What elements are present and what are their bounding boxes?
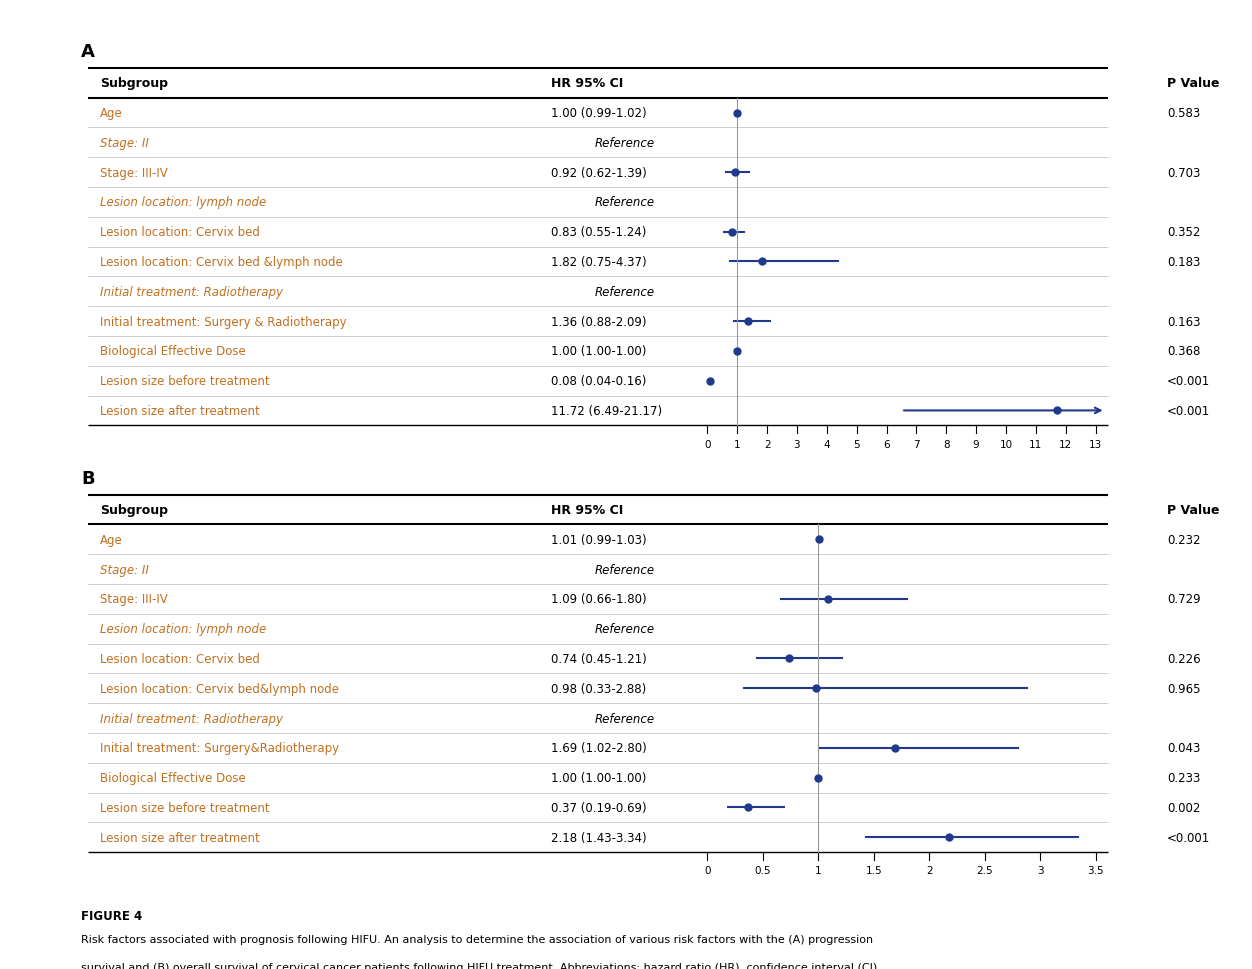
Text: 0.043: 0.043 xyxy=(1167,741,1201,755)
Text: 0: 0 xyxy=(704,865,711,875)
Text: 0.163: 0.163 xyxy=(1167,315,1201,328)
Text: Lesion location: Cervix bed&lymph node: Lesion location: Cervix bed&lymph node xyxy=(100,682,339,695)
Text: Initial treatment: Radiotherapy: Initial treatment: Radiotherapy xyxy=(100,712,283,725)
Text: Reference: Reference xyxy=(595,196,655,209)
Text: 0.965: 0.965 xyxy=(1167,682,1201,695)
Text: 12: 12 xyxy=(1059,439,1072,449)
Text: 0.226: 0.226 xyxy=(1167,652,1201,666)
Text: 3: 3 xyxy=(794,439,800,449)
Text: 1.69 (1.02-2.80): 1.69 (1.02-2.80) xyxy=(551,741,646,755)
Text: 0.352: 0.352 xyxy=(1167,226,1201,239)
Text: B: B xyxy=(81,470,95,487)
Text: Lesion location: Cervix bed: Lesion location: Cervix bed xyxy=(100,652,260,666)
Text: Stage: II: Stage: II xyxy=(100,563,149,576)
Text: 0.37 (0.19-0.69): 0.37 (0.19-0.69) xyxy=(551,801,646,814)
Text: 1.00 (1.00-1.00): 1.00 (1.00-1.00) xyxy=(551,771,646,784)
Text: 0.368: 0.368 xyxy=(1167,345,1201,358)
Text: 8: 8 xyxy=(943,439,949,449)
Text: Initial treatment: Surgery & Radiotherapy: Initial treatment: Surgery & Radiotherap… xyxy=(100,315,347,328)
Text: 0.74 (0.45-1.21): 0.74 (0.45-1.21) xyxy=(551,652,646,666)
Text: 0.703: 0.703 xyxy=(1167,167,1201,179)
Text: A: A xyxy=(81,44,95,61)
Text: 10: 10 xyxy=(999,439,1013,449)
Text: 1.00 (0.99-1.02): 1.00 (0.99-1.02) xyxy=(551,107,646,120)
Text: 1.5: 1.5 xyxy=(865,865,881,875)
Text: Lesion size before treatment: Lesion size before treatment xyxy=(100,801,269,814)
Text: Reference: Reference xyxy=(595,286,655,298)
Text: 0.232: 0.232 xyxy=(1167,533,1201,547)
Text: 1.01 (0.99-1.03): 1.01 (0.99-1.03) xyxy=(551,533,646,547)
Text: Lesion size after treatment: Lesion size after treatment xyxy=(100,830,260,844)
Text: Age: Age xyxy=(100,533,123,547)
Text: 3.5: 3.5 xyxy=(1087,865,1104,875)
Text: Stage: III-IV: Stage: III-IV xyxy=(100,593,168,606)
Text: 5: 5 xyxy=(854,439,860,449)
Text: 0.002: 0.002 xyxy=(1167,801,1201,814)
Text: <0.001: <0.001 xyxy=(1167,404,1211,418)
Text: 1.00 (1.00-1.00): 1.00 (1.00-1.00) xyxy=(551,345,646,358)
Text: <0.001: <0.001 xyxy=(1167,830,1211,844)
Text: 0: 0 xyxy=(704,439,711,449)
Text: Reference: Reference xyxy=(595,137,655,149)
Text: <0.001: <0.001 xyxy=(1167,375,1211,388)
Text: 1.36 (0.88-2.09): 1.36 (0.88-2.09) xyxy=(551,315,646,328)
Text: 4: 4 xyxy=(824,439,830,449)
Text: Subgroup: Subgroup xyxy=(100,504,168,516)
Text: 0.583: 0.583 xyxy=(1167,107,1201,120)
Text: 0.729: 0.729 xyxy=(1167,593,1201,606)
Text: 7: 7 xyxy=(913,439,920,449)
Text: Risk factors associated with prognosis following HIFU. An analysis to determine : Risk factors associated with prognosis f… xyxy=(81,934,874,944)
Text: HR 95% CI: HR 95% CI xyxy=(551,78,623,90)
Text: Biological Effective Dose: Biological Effective Dose xyxy=(100,345,245,358)
Text: 6: 6 xyxy=(883,439,890,449)
Text: Lesion location: lymph node: Lesion location: lymph node xyxy=(100,622,267,636)
Text: Lesion location: Cervix bed: Lesion location: Cervix bed xyxy=(100,226,260,239)
Text: 1: 1 xyxy=(815,865,821,875)
Text: 1.09 (0.66-1.80): 1.09 (0.66-1.80) xyxy=(551,593,646,606)
Text: Lesion size before treatment: Lesion size before treatment xyxy=(100,375,269,388)
Text: 2: 2 xyxy=(925,865,933,875)
Text: Reference: Reference xyxy=(595,563,655,576)
Text: P Value: P Value xyxy=(1167,78,1219,90)
Text: 2.18 (1.43-3.34): 2.18 (1.43-3.34) xyxy=(551,830,646,844)
Text: 9: 9 xyxy=(973,439,979,449)
Text: 0.5: 0.5 xyxy=(755,865,771,875)
Text: Biological Effective Dose: Biological Effective Dose xyxy=(100,771,245,784)
Text: 11.72 (6.49-21.17): 11.72 (6.49-21.17) xyxy=(551,404,662,418)
Text: 13: 13 xyxy=(1089,439,1102,449)
Text: 0.08 (0.04-0.16): 0.08 (0.04-0.16) xyxy=(551,375,646,388)
Text: 3: 3 xyxy=(1037,865,1043,875)
Text: Stage: III-IV: Stage: III-IV xyxy=(100,167,168,179)
Text: Reference: Reference xyxy=(595,622,655,636)
Text: 0.83 (0.55-1.24): 0.83 (0.55-1.24) xyxy=(551,226,646,239)
Text: Subgroup: Subgroup xyxy=(100,78,168,90)
Text: Lesion location: Cervix bed &lymph node: Lesion location: Cervix bed &lymph node xyxy=(100,256,343,268)
Text: 0.183: 0.183 xyxy=(1167,256,1201,268)
Text: 1.82 (0.75-4.37): 1.82 (0.75-4.37) xyxy=(551,256,646,268)
Text: Age: Age xyxy=(100,107,123,120)
Text: HR 95% CI: HR 95% CI xyxy=(551,504,623,516)
Text: 2: 2 xyxy=(764,439,770,449)
Text: Lesion size after treatment: Lesion size after treatment xyxy=(100,404,260,418)
Text: survival and (B) overall survival of cervical cancer patients following HIFU tre: survival and (B) overall survival of cer… xyxy=(81,961,881,969)
Text: 0.92 (0.62-1.39): 0.92 (0.62-1.39) xyxy=(551,167,646,179)
Text: Stage: II: Stage: II xyxy=(100,137,149,149)
Text: 2.5: 2.5 xyxy=(977,865,993,875)
Text: Reference: Reference xyxy=(595,712,655,725)
Text: P Value: P Value xyxy=(1167,504,1219,516)
Text: 11: 11 xyxy=(1029,439,1043,449)
Text: Initial treatment: Radiotherapy: Initial treatment: Radiotherapy xyxy=(100,286,283,298)
Text: 0.98 (0.33-2.88): 0.98 (0.33-2.88) xyxy=(551,682,646,695)
Text: Lesion location: lymph node: Lesion location: lymph node xyxy=(100,196,267,209)
Text: 1: 1 xyxy=(734,439,740,449)
Text: Initial treatment: Surgery&Radiotherapy: Initial treatment: Surgery&Radiotherapy xyxy=(100,741,339,755)
Text: 0.233: 0.233 xyxy=(1167,771,1201,784)
Text: FIGURE 4: FIGURE 4 xyxy=(81,909,143,922)
